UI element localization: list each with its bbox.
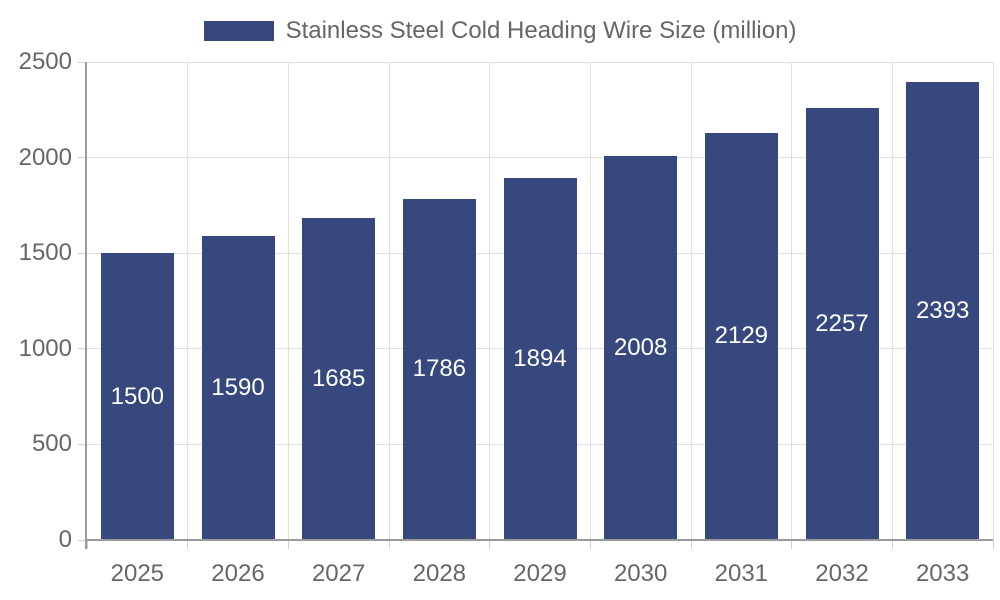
bar-value-label: 1786 (412, 355, 467, 383)
gridline-vertical (388, 62, 390, 540)
x-axis-tick (992, 540, 994, 549)
gridline-vertical (187, 62, 189, 540)
x-axis-label: 2030 (613, 560, 668, 587)
bar-value-label: 1590 (211, 373, 265, 401)
bar[interactable]: 2393 (906, 82, 980, 540)
gridline-vertical (589, 62, 591, 540)
gridline-vertical (791, 62, 793, 540)
plot-area: 1500 1590 1685 1786 1894 2008 2129 2257 2393 (78, 61, 994, 549)
x-axis-tick (287, 540, 289, 549)
bar[interactable]: 1685 (302, 217, 376, 540)
y-axis-line (85, 62, 87, 549)
gridline-horizontal (87, 61, 993, 63)
y-axis-tick (78, 443, 87, 445)
x-axis-line (87, 539, 993, 541)
bar-value-label: 2129 (714, 322, 769, 350)
x-axis-label: 2032 (815, 560, 869, 587)
legend[interactable]: Stainless Steel Cold Heading Wire Size (… (0, 10, 1000, 52)
legend-swatch-icon (203, 21, 274, 41)
bar[interactable]: 1590 (201, 235, 275, 540)
x-axis-tick (187, 540, 189, 549)
x-axis-label: 2031 (714, 560, 769, 587)
gridline-vertical (287, 62, 289, 540)
x-axis-label: 2025 (110, 560, 165, 587)
x-axis-label: 2027 (311, 560, 366, 587)
x-axis-tick (690, 540, 692, 549)
bar-value-label: 1500 (110, 382, 165, 410)
x-axis-tick (489, 540, 491, 549)
bar-value-label: 1685 (311, 364, 366, 392)
y-axis-label: 1500 (18, 239, 72, 267)
x-axis-label: 2028 (412, 560, 467, 587)
y-axis-label: 0 (58, 526, 72, 553)
gridline-vertical (992, 62, 994, 540)
x-axis-tick (388, 540, 390, 549)
y-axis-label: 1000 (18, 334, 72, 362)
y-axis-tick (78, 61, 87, 63)
x-axis-label: 2033 (915, 560, 970, 587)
x-axis-tick (791, 540, 793, 549)
gridline-vertical (690, 62, 692, 540)
x-axis-tick (86, 540, 88, 549)
x-axis-tick (891, 540, 893, 549)
y-axis-tick (78, 348, 87, 350)
y-axis-tick (78, 539, 87, 541)
y-axis-tick (78, 157, 87, 159)
bar-value-label: 2393 (915, 297, 970, 325)
bar[interactable]: 1894 (503, 177, 577, 540)
legend-label: Stainless Steel Cold Heading Wire Size (… (285, 17, 797, 44)
x-axis-tick (589, 540, 591, 549)
y-axis-label: 2500 (18, 48, 72, 75)
bar[interactable]: 1500 (100, 253, 174, 540)
bar-value-label: 2257 (815, 310, 869, 338)
y-axis-label: 2000 (18, 143, 72, 171)
y-axis-tick (78, 252, 87, 254)
bar-value-label: 1894 (513, 344, 567, 372)
bar[interactable]: 2129 (704, 132, 778, 540)
x-axis-label: 2026 (211, 560, 265, 587)
bar-value-label: 2008 (613, 334, 668, 362)
gridline-vertical (891, 62, 893, 540)
bar[interactable]: 2008 (604, 156, 678, 540)
y-axis-label: 500 (31, 430, 72, 458)
x-axis-label: 2029 (513, 560, 567, 587)
gridline-horizontal (87, 157, 993, 159)
bar[interactable]: 1786 (402, 198, 476, 540)
gridline-vertical (489, 62, 491, 540)
bar[interactable]: 2257 (805, 108, 879, 540)
